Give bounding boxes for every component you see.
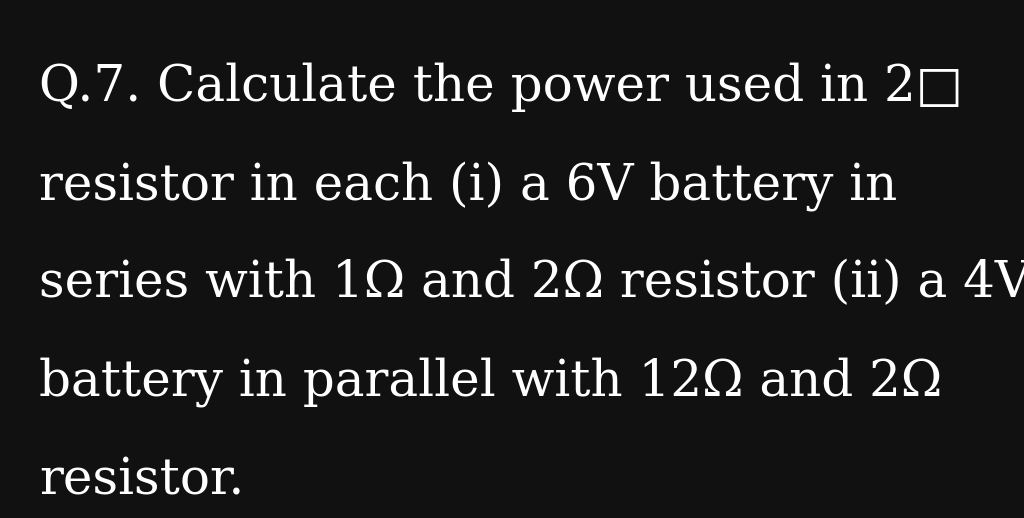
Text: resistor.: resistor. — [39, 456, 245, 505]
Text: resistor in each (i) a 6V battery in: resistor in each (i) a 6V battery in — [39, 161, 897, 210]
Text: Q.7. Calculate the power used in 2□: Q.7. Calculate the power used in 2□ — [39, 62, 963, 111]
Text: series with 1Ω and 2Ω resistor (ii) a 4V: series with 1Ω and 2Ω resistor (ii) a 4V — [39, 259, 1024, 308]
Text: battery in parallel with 12Ω and 2Ω: battery in parallel with 12Ω and 2Ω — [39, 357, 942, 407]
